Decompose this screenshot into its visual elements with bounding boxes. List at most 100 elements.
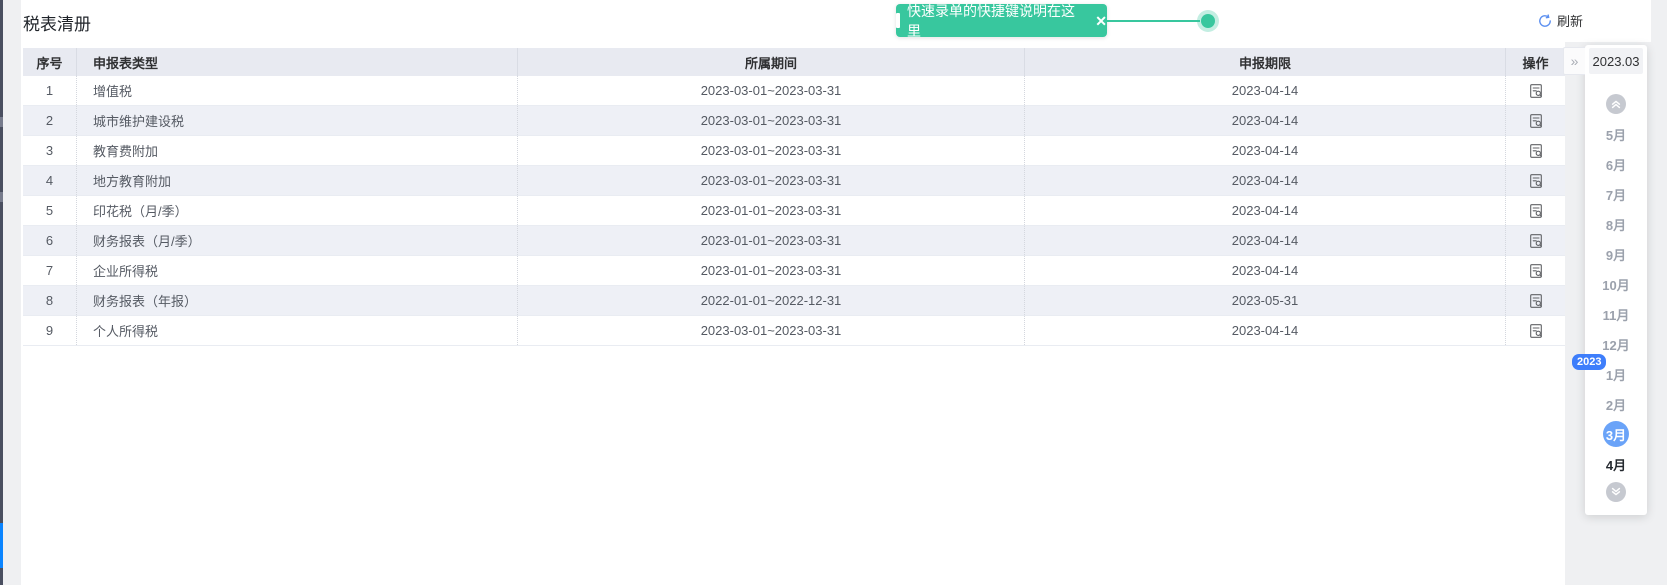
scroll-down-button[interactable] (1606, 482, 1626, 502)
cell-action (1506, 136, 1565, 165)
document-search-icon[interactable] (1528, 323, 1544, 339)
topbar-background (1565, 0, 1651, 42)
month-label: 1月 (1605, 367, 1627, 383)
current-period-display[interactable]: 2023.03 (1589, 48, 1643, 74)
month-item-11[interactable]: 11月 (1585, 299, 1647, 329)
table-row: 2 城市维护建设税 2023-03-01~2023-03-31 2023-04-… (23, 106, 1565, 136)
table-row: 9 个人所得税 2023-03-01~2023-03-31 2023-04-14 (23, 316, 1565, 346)
document-search-icon[interactable] (1528, 293, 1544, 309)
document-search-icon[interactable] (1528, 263, 1544, 279)
tooltip-anchor-dot (1201, 14, 1215, 28)
scroll-up-button[interactable] (1606, 94, 1626, 114)
tooltip-close-icon[interactable]: ✕ (1095, 12, 1107, 29)
cell-no: 1 (23, 76, 77, 105)
year-badge: 2023 (1572, 354, 1607, 370)
cell-report-type: 企业所得税 (77, 256, 518, 285)
month-item-7[interactable]: 7月 (1585, 179, 1647, 209)
cell-report-type: 城市维护建设税 (77, 106, 518, 135)
document-search-icon[interactable] (1528, 143, 1544, 159)
cell-deadline: 2023-04-14 (1025, 256, 1506, 285)
column-header-type: 申报表类型 (77, 48, 518, 76)
month-label: 4月 (1605, 457, 1627, 473)
rail-mark (0, 192, 3, 202)
column-header-no: 序号 (23, 48, 77, 76)
month-label: 9月 (1605, 247, 1627, 263)
table-row: 3 教育费附加 2023-03-01~2023-03-31 2023-04-14 (23, 136, 1565, 166)
cell-no: 8 (23, 286, 77, 315)
tax-report-table: 序号 申报表类型 所属期间 申报期限 操作 1 增值税 2023-03-01~2… (23, 48, 1565, 346)
rail-mark (0, 117, 3, 127)
document-search-icon[interactable] (1528, 173, 1544, 189)
document-search-icon[interactable] (1528, 233, 1544, 249)
refresh-label: 刷新 (1557, 14, 1584, 29)
cell-report-type: 财务报表（年报） (77, 286, 518, 315)
tooltip-bar-icon (896, 13, 900, 28)
cell-no: 7 (23, 256, 77, 285)
cell-period: 2023-01-01~2023-03-31 (518, 196, 1025, 225)
cell-no: 6 (23, 226, 77, 255)
cell-action (1506, 226, 1565, 255)
month-item-4[interactable]: 4月 (1585, 449, 1647, 479)
table-row: 6 财务报表（月/季） 2023-01-01~2023-03-31 2023-0… (23, 226, 1565, 256)
cell-period: 2023-03-01~2023-03-31 (518, 166, 1025, 195)
cell-no: 3 (23, 136, 77, 165)
refresh-button[interactable]: 刷新 (1538, 11, 1583, 30)
tooltip-connector-line (1107, 20, 1200, 22)
month-item-8[interactable]: 8月 (1585, 209, 1647, 239)
month-label: 5月 (1605, 127, 1627, 143)
cell-no: 9 (23, 316, 77, 345)
cell-deadline: 2023-04-14 (1025, 316, 1506, 345)
cell-period: 2023-03-01~2023-03-31 (518, 76, 1025, 105)
page-title: 税表清册 (23, 15, 91, 34)
cell-report-type: 财务报表（月/季） (77, 226, 518, 255)
table-row: 7 企业所得税 2023-01-01~2023-03-31 2023-04-14 (23, 256, 1565, 286)
double-chevron-down-icon (1610, 486, 1622, 498)
document-search-icon[interactable] (1528, 203, 1544, 219)
cell-action (1506, 196, 1565, 225)
cell-period: 2023-03-01~2023-03-31 (518, 316, 1025, 345)
cell-report-type: 增值税 (77, 76, 518, 105)
cell-deadline: 2023-04-14 (1025, 76, 1506, 105)
refresh-icon (1538, 13, 1552, 28)
month-item-2[interactable]: 2月 (1585, 389, 1647, 419)
month-item-9[interactable]: 9月 (1585, 239, 1647, 269)
cell-report-type: 印花税（月/季） (77, 196, 518, 225)
month-item-5[interactable]: 5月 (1585, 119, 1647, 149)
month-item-6[interactable]: 6月 (1585, 149, 1647, 179)
month-list: 5月 6月 7月 8月 9月 10月 11月 12月 1月 2月 3月 4月 (1585, 119, 1647, 479)
collapse-panel-button[interactable]: » (1563, 47, 1585, 75)
cell-deadline: 2023-04-14 (1025, 106, 1506, 135)
cell-deadline: 2023-04-14 (1025, 226, 1506, 255)
cell-report-type: 地方教育附加 (77, 166, 518, 195)
month-label: 2月 (1605, 397, 1627, 413)
cell-action (1506, 166, 1565, 195)
cell-no: 2 (23, 106, 77, 135)
month-item-3[interactable]: 3月 (1585, 419, 1647, 449)
month-item-10[interactable]: 10月 (1585, 269, 1647, 299)
cell-deadline: 2023-05-31 (1025, 286, 1506, 315)
table-row: 5 印花税（月/季） 2023-01-01~2023-03-31 2023-04… (23, 196, 1565, 226)
shortcut-tooltip: 快速录单的快捷键说明在这里 ✕ (896, 3, 1107, 39)
document-search-icon[interactable] (1528, 83, 1544, 99)
cell-deadline: 2023-04-14 (1025, 166, 1506, 195)
cell-action (1506, 316, 1565, 345)
cell-period: 2023-01-01~2023-03-31 (518, 256, 1025, 285)
month-item-1[interactable]: 1月 (1585, 359, 1647, 389)
month-item-12[interactable]: 12月 (1585, 329, 1647, 359)
cell-action (1506, 286, 1565, 315)
cell-report-type: 个人所得税 (77, 316, 518, 345)
column-header-action: 操作 (1522, 55, 1549, 71)
double-chevron-right-icon: » (1570, 53, 1579, 69)
month-label: 12月 (1602, 337, 1630, 353)
tooltip-text: 快速录单的快捷键说明在这里 (906, 2, 1075, 39)
cell-action (1506, 76, 1565, 105)
cell-period: 2023-01-01~2023-03-31 (518, 226, 1025, 255)
cell-action (1506, 106, 1565, 135)
month-label: 3月 (1603, 421, 1629, 447)
cell-deadline: 2023-04-14 (1025, 136, 1506, 165)
document-search-icon[interactable] (1528, 113, 1544, 129)
cell-deadline: 2023-04-14 (1025, 196, 1506, 225)
month-label: 7月 (1605, 187, 1627, 203)
cell-action (1506, 256, 1565, 285)
table-row: 4 地方教育附加 2023-03-01~2023-03-31 2023-04-1… (23, 166, 1565, 196)
